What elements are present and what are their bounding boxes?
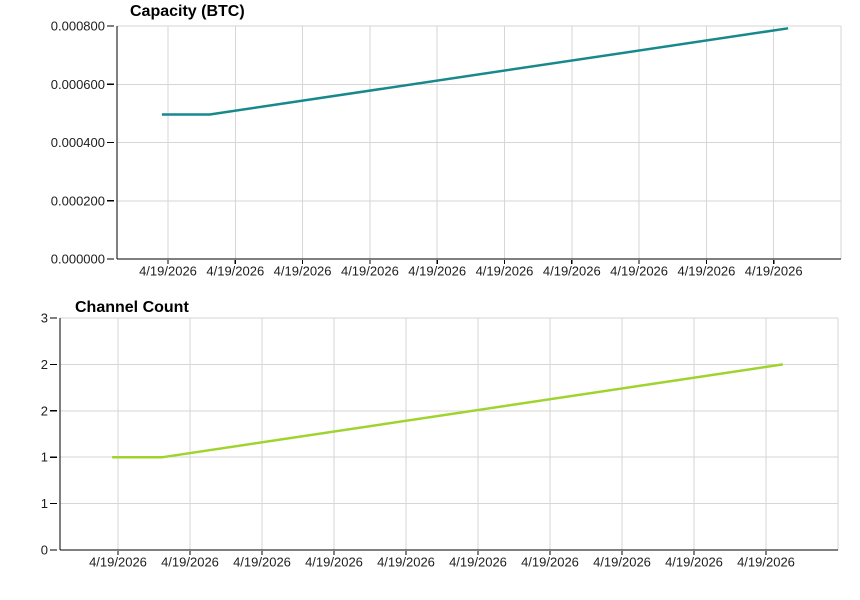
x-tick-label: 4/19/2026	[449, 555, 507, 570]
x-tick-label: 4/19/2026	[593, 555, 651, 570]
y-tick-label: 0.000800	[51, 19, 105, 34]
x-tick-label: 4/19/2026	[408, 264, 466, 279]
y-tick-label: 3	[41, 311, 48, 326]
x-tick-label: 4/19/2026	[206, 264, 264, 279]
y-tick-label: 2	[41, 403, 48, 418]
x-tick-label: 4/19/2026	[677, 264, 735, 279]
x-tick-label: 4/19/2026	[521, 555, 579, 570]
y-tick-label: 0.000000	[51, 252, 105, 267]
x-tick-label: 4/19/2026	[543, 264, 601, 279]
y-tick-label: 1	[41, 496, 48, 511]
x-tick-label: 4/19/2026	[274, 264, 332, 279]
x-tick-label: 4/19/2026	[737, 555, 795, 570]
channel-count-chart-plot: 3 2 2 1 1 0 4/19/2026 4/19/2026 4/19/2026 4/19/20…	[41, 311, 839, 570]
capacity-chart-section: Capacity (BTC) 0.000800 0.000600 0.000400 0…	[0, 0, 860, 295]
y-tick-label: 0	[41, 543, 48, 558]
series-line	[161, 27, 789, 116]
x-tick-label: 4/19/2026	[139, 264, 197, 279]
capacity-chart-title: Capacity (BTC)	[130, 3, 245, 20]
channel-count-chart-title: Channel Count	[75, 299, 189, 316]
x-tick-label: 4/19/2026	[161, 555, 219, 570]
y-tick-label: 0.000200	[51, 193, 105, 208]
x-tick-label: 4/19/2026	[233, 555, 291, 570]
x-tick-label: 4/19/2026	[476, 264, 534, 279]
x-tick-label: 4/19/2026	[377, 555, 435, 570]
x-tick-label: 4/19/2026	[745, 264, 803, 279]
x-tick-label: 4/19/2026	[341, 264, 399, 279]
y-tick-label: 0.000400	[51, 135, 105, 150]
series-line	[112, 363, 783, 459]
channel-count-chart-section: Channel Count 3 2 2 1 1 0 4/19/2026 4/19/2026 4/…	[0, 295, 860, 600]
y-tick-label: 0.000600	[51, 77, 105, 92]
x-tick-label: 4/19/2026	[89, 555, 147, 570]
capacity-chart-plot: 0.000800 0.000600 0.000400 0.000200 0.000000…	[51, 19, 842, 279]
y-tick-label: 2	[41, 357, 48, 372]
x-tick-label: 4/19/2026	[610, 264, 668, 279]
y-tick-label: 1	[41, 450, 48, 465]
x-tick-label: 4/19/2026	[305, 555, 363, 570]
x-tick-label: 4/19/2026	[665, 555, 723, 570]
